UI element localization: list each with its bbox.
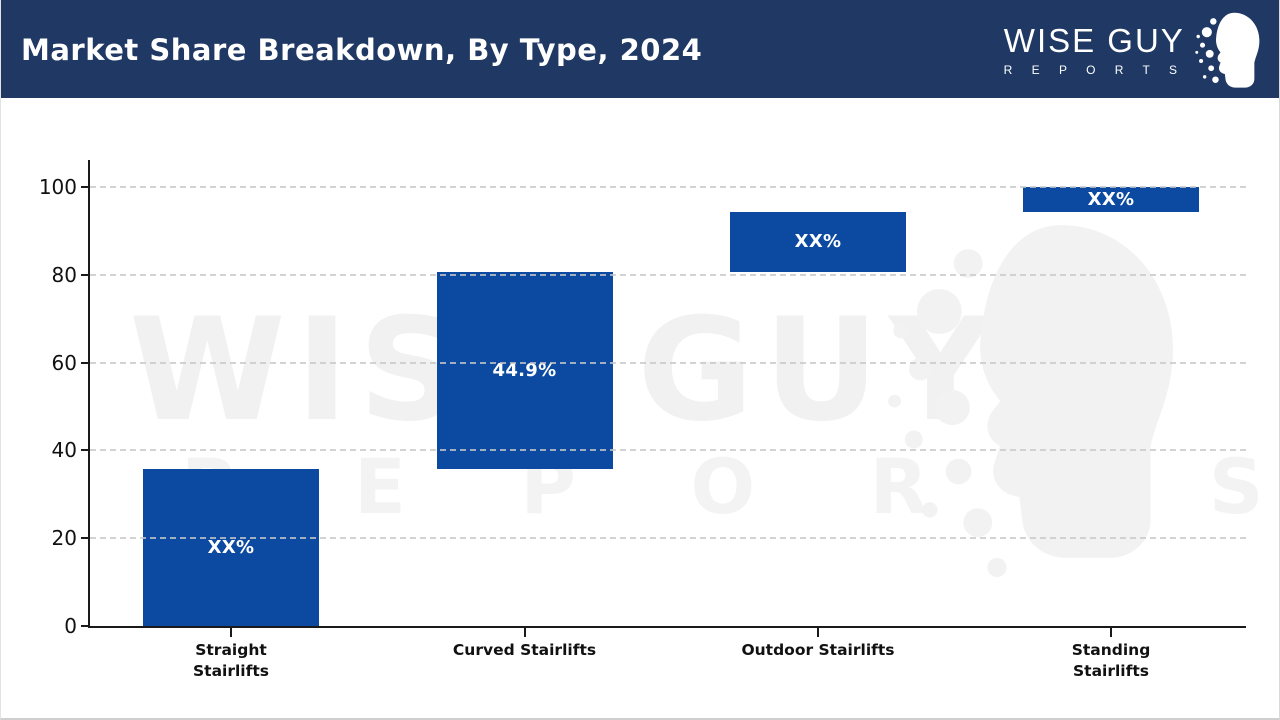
bar-outdoor-stairlifts: XX% [730, 212, 906, 272]
x-axis-line [88, 626, 1246, 628]
y-tick-label-0: 0 [64, 614, 77, 638]
x-tick-standing-stairlifts [1110, 628, 1112, 637]
header-bar: Market Share Breakdown, By Type, 2024 WI… [1, 0, 1279, 98]
y-tick-label-100: 100 [38, 175, 77, 199]
y-axis-line [88, 160, 90, 628]
x-tick-straight-stairlifts [230, 628, 232, 637]
brand-name: WISE GUY [1003, 22, 1185, 59]
y-tick-label-20: 20 [51, 526, 77, 551]
brand-face-icon [1195, 12, 1260, 88]
y-tick-label-80: 80 [51, 262, 77, 287]
bar-value-label-straight-stairlifts: XX% [207, 536, 255, 558]
category-label-straight-stairlifts: Straight Stairlifts [193, 641, 269, 680]
category-label-curved-stairlifts: Curved Stairlifts [452, 641, 597, 659]
gridline-60 [90, 361, 1246, 364]
y-tick-label-40: 40 [51, 438, 77, 463]
gridline-100 [90, 186, 1246, 188]
category-label-standing-stairlifts: Standing Stairlifts [1071, 641, 1151, 680]
bar-value-label-standing-stairlifts: XX% [1087, 189, 1135, 210]
y-tick-100 [81, 186, 90, 188]
watermark-face-graphic [888, 225, 1173, 578]
y-tick-0 [81, 625, 90, 627]
y-tick-label-60: 60 [51, 350, 77, 375]
y-tick-80 [81, 273, 90, 276]
brand-logo: WISE GUY R E P O R T S [1004, 6, 1263, 94]
bar-curved-stairlifts: 44.9% [436, 271, 613, 469]
y-tick-60 [81, 361, 90, 364]
bar-straight-stairlifts: XX% [143, 468, 319, 626]
gridline-80 [90, 273, 1246, 276]
y-tick-20 [81, 537, 90, 540]
brand-subname: R E P O R T S [1003, 63, 1185, 77]
bar-value-label-outdoor-stairlifts: XX% [794, 231, 842, 253]
x-tick-outdoor-stairlifts [817, 628, 819, 637]
chart-title: Market Share Breakdown, By Type, 2024 [21, 33, 703, 67]
bar-value-label-curved-stairlifts: 44.9% [492, 359, 557, 381]
bar-standing-stairlifts: XX% [1023, 187, 1199, 213]
category-label-outdoor-stairlifts: Outdoor Stairlifts [741, 641, 895, 659]
gridline-40 [90, 449, 1246, 452]
x-tick-curved-stairlifts [523, 628, 526, 637]
gridline-20 [90, 537, 1246, 540]
brand-logo-text: WISE GUY R E P O R T S [1004, 22, 1185, 77]
y-tick-40 [81, 449, 90, 452]
